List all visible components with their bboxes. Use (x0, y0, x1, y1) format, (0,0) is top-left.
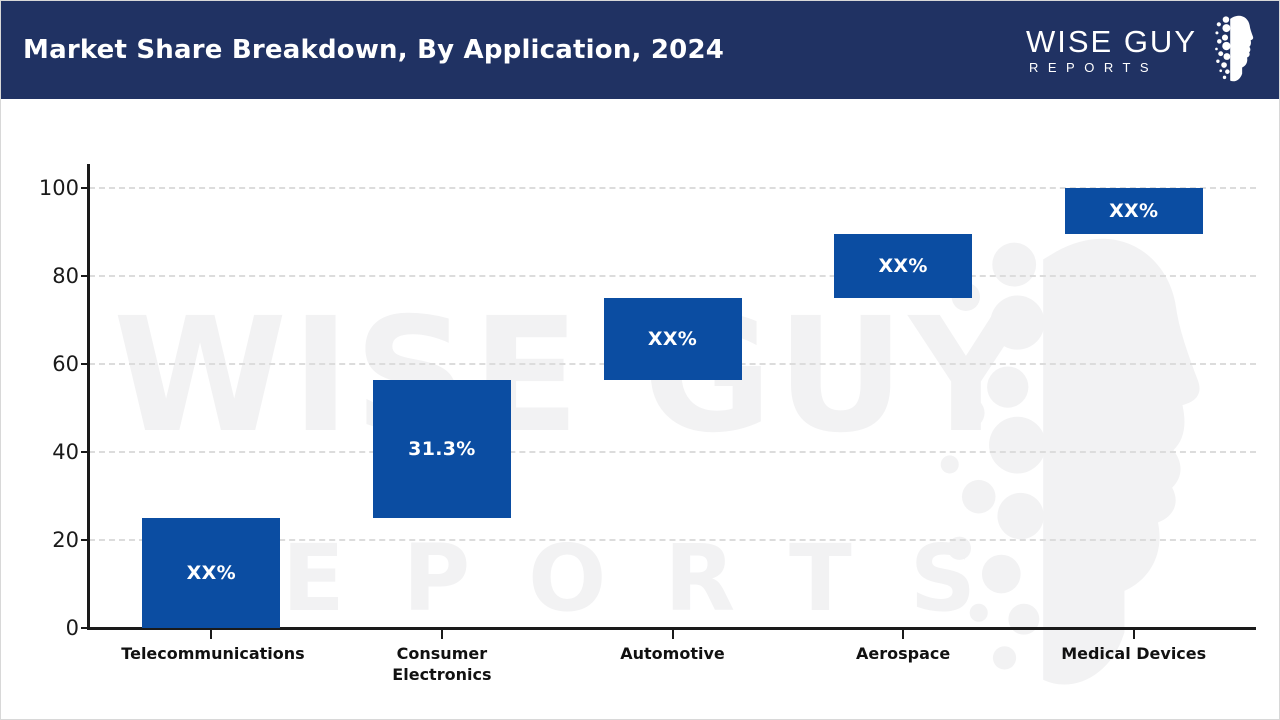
watermark-wordmark: WISE GUY (113, 284, 1028, 468)
bar-value-label-aerospace: XX% (878, 255, 928, 278)
page-title: Market Share Breakdown, By Application, … (23, 35, 725, 65)
watermark-subtitle: REPORTS (153, 525, 1035, 632)
x-tick-automotive (671, 630, 674, 639)
bar-medical-devices: XX% (1064, 188, 1203, 235)
bar-value-label-consumer-electronics: 31.3% (408, 438, 476, 461)
gridline-40 (89, 451, 1256, 453)
gridline-80 (89, 275, 1256, 277)
header-bar: Market Share Breakdown, By Application, … (1, 1, 1279, 99)
x-tick-medical-devices (1132, 630, 1135, 639)
x-tick-label-aerospace: Aerospace (855, 644, 951, 663)
bar-consumer-electronics: 31.3% (372, 380, 511, 518)
x-tick-label-medical-devices: Medical Devices (1061, 644, 1207, 663)
y-tick-label-100: 100 (38, 176, 79, 200)
bar-value-label-medical-devices: XX% (1109, 200, 1159, 223)
y-tick-0 (81, 627, 89, 629)
x-tick-consumer-electronics (440, 630, 443, 639)
wiseguy-logo: WISE GUY REPORTS (1026, 12, 1263, 88)
logo-wordmark: WISE GUY (1025, 24, 1197, 59)
x-axis-line (87, 627, 1256, 630)
gridline-100 (89, 187, 1256, 189)
gridline-20 (89, 539, 1256, 541)
x-tick-label-automotive: Automotive (620, 644, 725, 663)
logo-face-icon (1205, 12, 1263, 88)
y-tick-60 (81, 363, 89, 365)
logo-subtitle: REPORTS (1028, 60, 1159, 75)
bar-aerospace: XX% (834, 234, 973, 298)
x-tick-label-consumer-electronics: Consumer Electronics (392, 644, 492, 684)
y-tick-label-40: 40 (52, 440, 79, 464)
y-tick-label-20: 20 (52, 528, 79, 552)
watermark-face-icon (869, 213, 1269, 707)
y-tick-20 (81, 539, 89, 541)
x-tick-label-telecommunications: Telecommunications (121, 644, 305, 663)
y-tick-label-0: 0 (65, 616, 79, 640)
y-tick-80 (81, 275, 89, 277)
bar-value-label-automotive: XX% (647, 328, 698, 351)
bar-telecommunications: XX% (142, 518, 281, 628)
x-tick-aerospace (902, 630, 905, 639)
x-tick-telecommunications (210, 630, 213, 639)
y-tick-label-60: 60 (52, 352, 79, 376)
y-tick-40 (81, 451, 89, 453)
logo-text: WISE GUY REPORTS (1026, 26, 1197, 74)
y-tick-label-80: 80 (52, 264, 79, 288)
y-tick-100 (81, 187, 89, 189)
bar-value-label-telecommunications: XX% (186, 562, 236, 584)
bar-automotive: XX% (603, 298, 742, 381)
y-axis-line (87, 164, 90, 630)
